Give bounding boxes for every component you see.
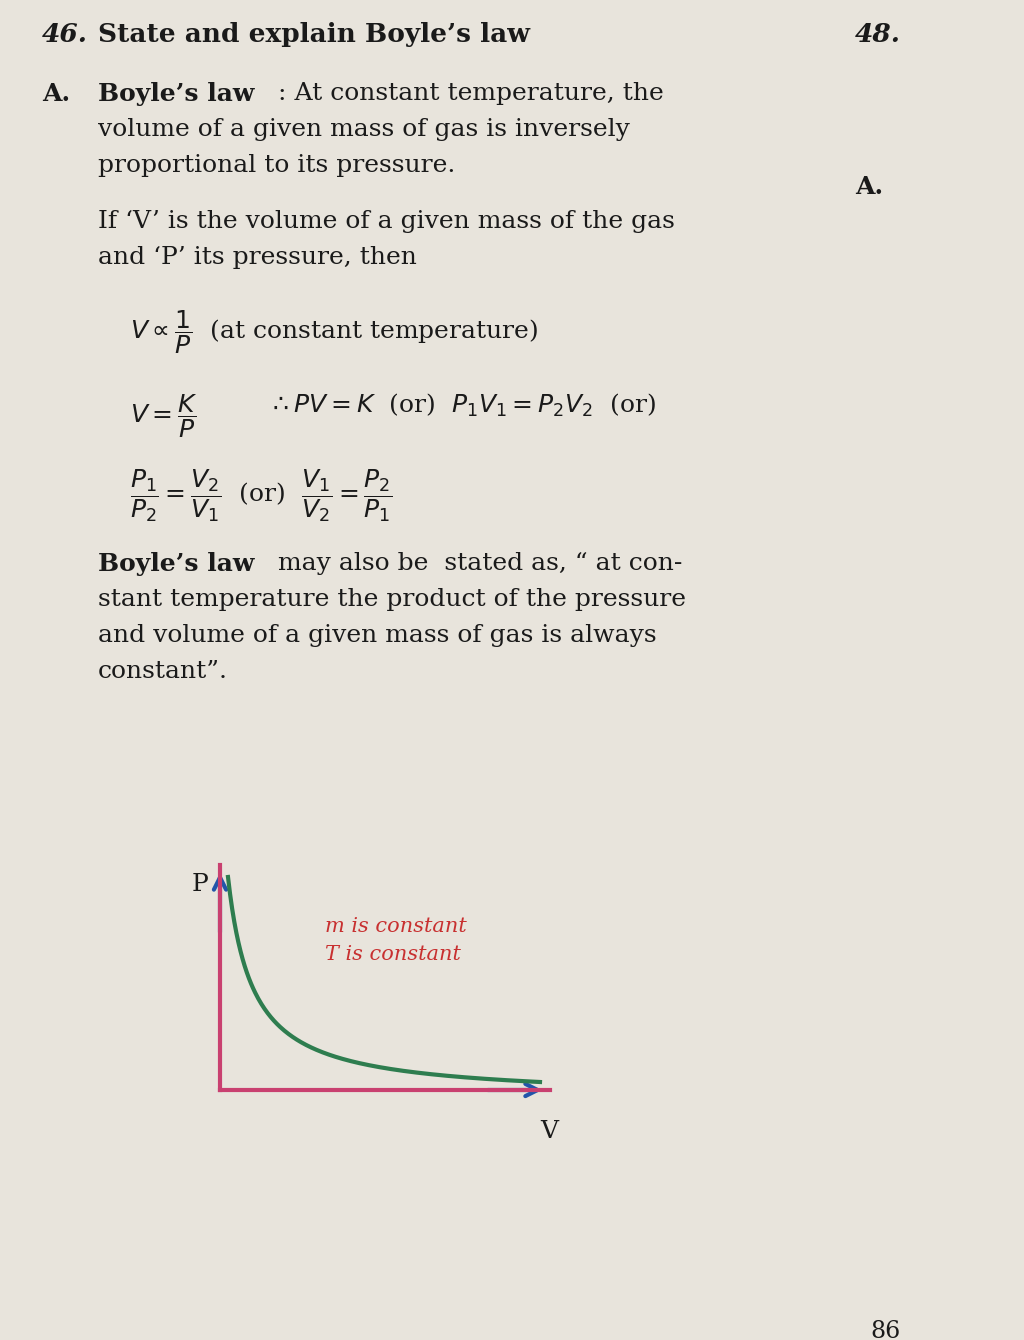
Text: A.: A. [42,82,70,106]
Text: 46.: 46. [42,21,88,47]
Text: $\therefore PV = K$  (or)  $P_1V_1 = P_2V_2$  (or): $\therefore PV = K$ (or) $P_1V_1 = P_2V_… [268,393,656,419]
Text: $V = \dfrac{K}{P}$: $V = \dfrac{K}{P}$ [130,393,198,440]
Text: V: V [540,1120,558,1143]
Text: State and explain Boyle’s law: State and explain Boyle’s law [98,21,530,47]
Text: constant”.: constant”. [98,661,228,683]
Text: stant temperature the product of the pressure: stant temperature the product of the pre… [98,588,686,611]
Text: proportional to its pressure.: proportional to its pressure. [98,154,456,177]
Text: $V \propto \dfrac{1}{P}$  (at constant temperature): $V \propto \dfrac{1}{P}$ (at constant te… [130,308,539,356]
Text: Boyle’s law: Boyle’s law [98,552,254,576]
Text: and ‘P’ its pressure, then: and ‘P’ its pressure, then [98,247,417,269]
Text: A.: A. [855,176,883,200]
Text: m is constant
T is constant: m is constant T is constant [325,917,467,963]
Text: may also be  stated as, “ at con-: may also be stated as, “ at con- [270,552,682,575]
Text: volume of a given mass of gas is inversely: volume of a given mass of gas is inverse… [98,118,630,141]
Text: $\dfrac{P_1}{P_2} = \dfrac{V_2}{V_1}$  (or)  $\dfrac{V_1}{V_2} = \dfrac{P_2}{P_1: $\dfrac{P_1}{P_2} = \dfrac{V_2}{V_1}$ (o… [130,468,393,524]
Text: P: P [191,872,208,896]
Text: 86: 86 [870,1320,900,1340]
Text: If ‘V’ is the volume of a given mass of the gas: If ‘V’ is the volume of a given mass of … [98,210,675,233]
Text: : At constant temperature, the: : At constant temperature, the [270,82,664,105]
Text: Boyle’s law: Boyle’s law [98,82,254,106]
Text: 48.: 48. [855,21,901,47]
Text: and volume of a given mass of gas is always: and volume of a given mass of gas is alw… [98,624,656,647]
